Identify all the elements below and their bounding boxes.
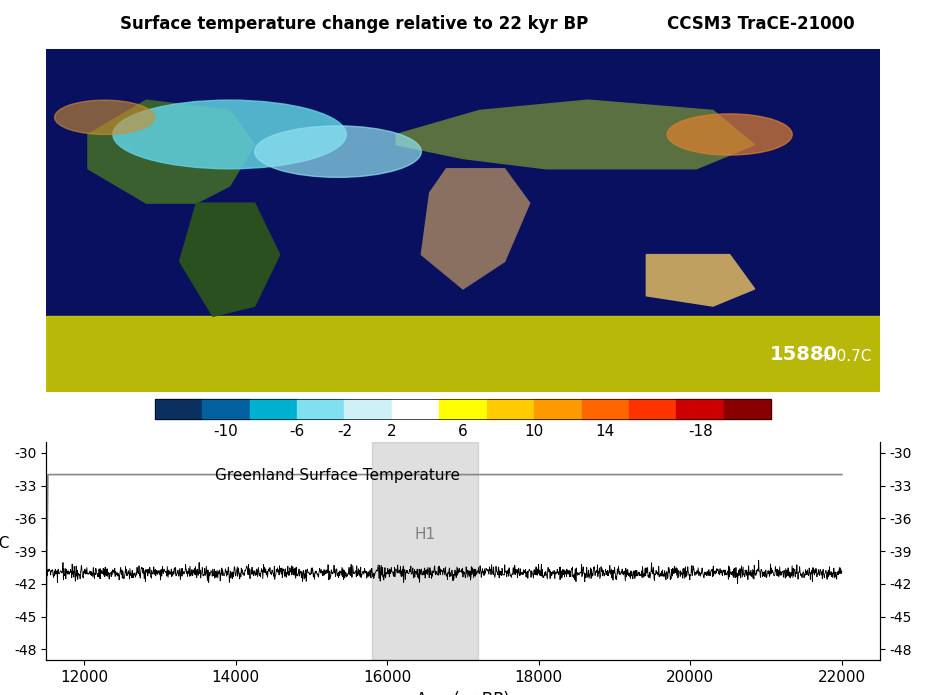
Polygon shape [396, 100, 755, 169]
Bar [677, 400, 724, 419]
Polygon shape [421, 169, 530, 289]
Text: Surface temperature change relative to 22 kyr BP: Surface temperature change relative to 2… [120, 15, 589, 33]
Polygon shape [646, 254, 755, 306]
Text: 2: 2 [387, 425, 396, 439]
Bar [297, 400, 344, 419]
Bar [155, 400, 202, 419]
Bar [344, 400, 392, 419]
Text: -18: -18 [688, 425, 713, 439]
Text: Greenland Surface Temperature: Greenland Surface Temperature [216, 468, 460, 483]
Text: -6: -6 [289, 425, 305, 439]
Ellipse shape [55, 100, 155, 134]
Bar [155, 400, 771, 419]
X-axis label: Age (yr BP): Age (yr BP) [416, 691, 510, 695]
Text: 10: 10 [524, 425, 544, 439]
Text: 14: 14 [595, 425, 615, 439]
Bar [534, 400, 582, 419]
Bar [372, 442, 478, 660]
Text: 6: 6 [458, 425, 468, 439]
Ellipse shape [667, 114, 792, 155]
Bar [724, 400, 771, 419]
Text: H1: H1 [415, 527, 435, 542]
Bar [582, 400, 629, 419]
Text: 15880: 15880 [770, 345, 838, 364]
Text: -2: -2 [337, 425, 352, 439]
Bar [46, 316, 880, 392]
Polygon shape [88, 100, 255, 203]
Bar [439, 400, 487, 419]
Ellipse shape [255, 126, 421, 177]
Y-axis label: °C: °C [0, 536, 9, 551]
Polygon shape [180, 203, 280, 316]
Bar [629, 400, 677, 419]
Text: CCSM3 TraCE-21000: CCSM3 TraCE-21000 [667, 15, 855, 33]
Ellipse shape [113, 100, 346, 169]
Text: -10: -10 [213, 425, 238, 439]
Bar [487, 400, 534, 419]
Bar [202, 400, 249, 419]
Text: + 0.7C: + 0.7C [819, 350, 871, 364]
Bar [392, 400, 439, 419]
Bar [249, 400, 297, 419]
